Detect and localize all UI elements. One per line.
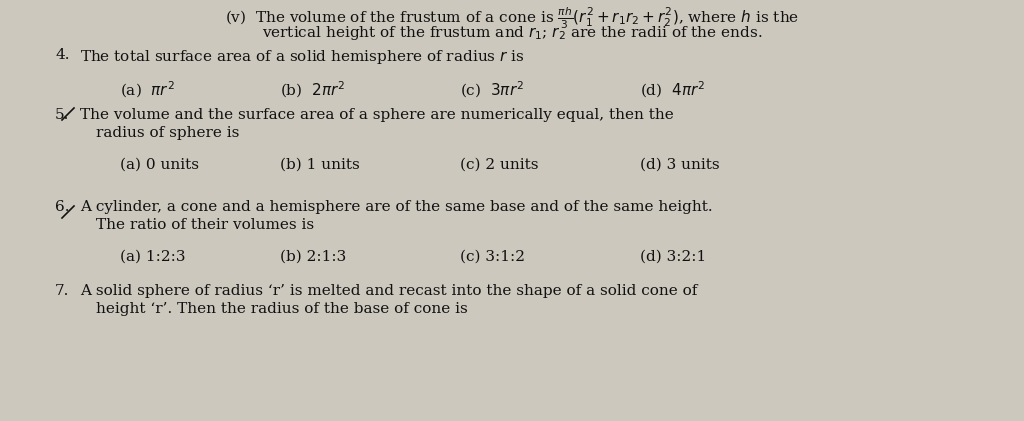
Text: (d) 3:2:1: (d) 3:2:1 xyxy=(640,250,707,264)
Text: 5.: 5. xyxy=(55,108,70,122)
Text: The ratio of their volumes is: The ratio of their volumes is xyxy=(96,218,314,232)
Text: vertical height of the frustum and $r_1$; $r_2$ are the radii of the ends.: vertical height of the frustum and $r_1$… xyxy=(262,24,762,42)
Text: The volume and the surface area of a sphere are numerically equal, then the: The volume and the surface area of a sph… xyxy=(80,108,674,122)
Text: A solid sphere of radius ‘r’ is melted and recast into the shape of a solid cone: A solid sphere of radius ‘r’ is melted a… xyxy=(80,284,697,298)
Text: height ‘r’. Then the radius of the base of cone is: height ‘r’. Then the radius of the base … xyxy=(96,302,468,316)
Text: (c) 3:1:2: (c) 3:1:2 xyxy=(460,250,525,264)
Text: (a) 0 units: (a) 0 units xyxy=(120,158,199,172)
Text: 6.: 6. xyxy=(55,200,70,214)
Text: (d) 3 units: (d) 3 units xyxy=(640,158,720,172)
Text: (a)  $\pi r^2$: (a) $\pi r^2$ xyxy=(120,80,175,100)
Text: The total surface area of a solid hemisphere of radius $r$ is: The total surface area of a solid hemisp… xyxy=(80,48,524,66)
Text: 7.: 7. xyxy=(55,284,70,298)
Text: (b) 1 units: (b) 1 units xyxy=(280,158,359,172)
Text: (v)  The volume of the frustum of a cone is $\frac{\pi h}{3}(r_1^2 + r_1r_2 + r_: (v) The volume of the frustum of a cone … xyxy=(225,5,799,31)
Text: (c)  $3\pi r^2$: (c) $3\pi r^2$ xyxy=(460,80,524,100)
Text: (b)  $2\pi r^2$: (b) $2\pi r^2$ xyxy=(280,80,345,100)
Text: 4.: 4. xyxy=(55,48,70,62)
Text: radius of sphere is: radius of sphere is xyxy=(96,126,240,140)
Text: (d)  $4\pi r^2$: (d) $4\pi r^2$ xyxy=(640,80,706,100)
Text: (c) 2 units: (c) 2 units xyxy=(460,158,539,172)
Text: A cylinder, a cone and a hemisphere are of the same base and of the same height.: A cylinder, a cone and a hemisphere are … xyxy=(80,200,713,214)
Text: (a) 1:2:3: (a) 1:2:3 xyxy=(120,250,185,264)
Text: (b) 2:1:3: (b) 2:1:3 xyxy=(280,250,346,264)
